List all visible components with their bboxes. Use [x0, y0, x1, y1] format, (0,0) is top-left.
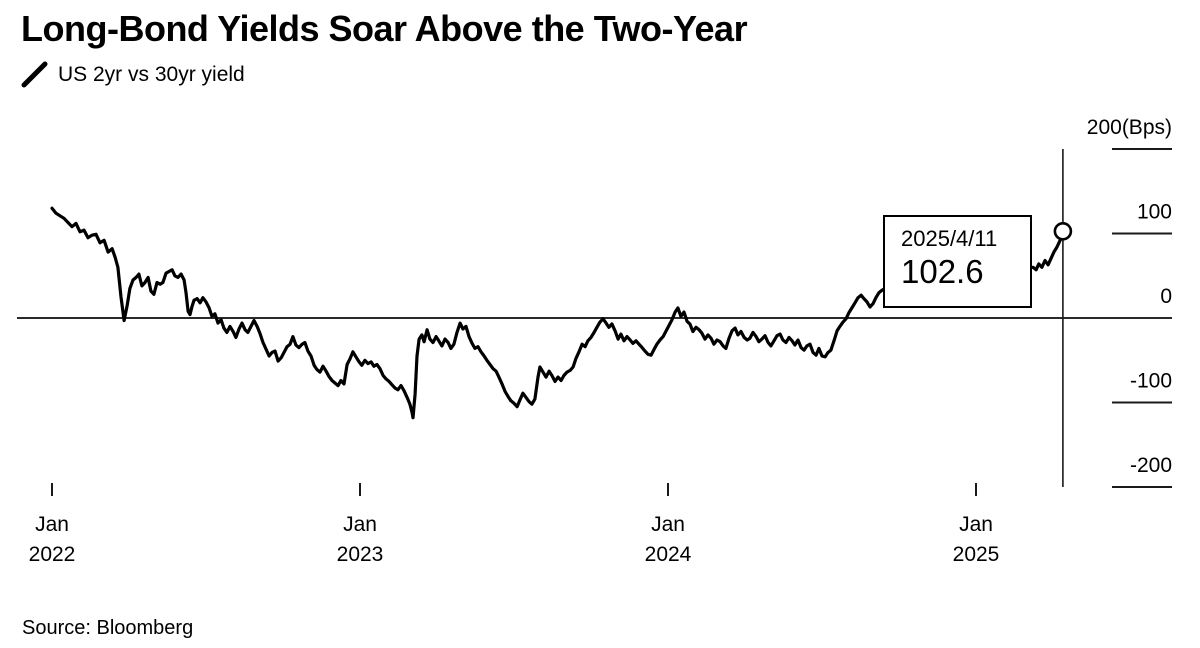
y-tick-label--100: -100 — [1130, 370, 1172, 393]
y-tick-label-100: 100 — [1137, 201, 1172, 224]
x-tick-year-2023: 2023 — [337, 543, 384, 566]
y-tick-label--200: -200 — [1130, 454, 1172, 477]
diagonal-line-swatch-icon — [21, 61, 48, 88]
y-tick-label-200: 200(Bps) — [1087, 116, 1172, 139]
x-tick-year-2025: 2025 — [953, 543, 1000, 566]
series-line — [50, 206, 1065, 420]
legend: US 2yr vs 30yr yield — [21, 60, 245, 90]
last-value-callout: 2025/4/11 102.6 — [883, 215, 1032, 308]
source-note: Source: Bloomberg — [22, 617, 194, 639]
legend-series-label: US 2yr vs 30yr yield — [58, 63, 245, 86]
last-point-marker — [1053, 222, 1073, 241]
x-tick-month-2024: Jan — [651, 513, 685, 536]
x-tick-year-2024: 2024 — [645, 543, 692, 566]
y-tick-label-0: 0 — [1160, 285, 1172, 308]
x-tick-month-2025: Jan — [959, 513, 993, 536]
callout-value: 102.6 — [901, 253, 984, 290]
callout-date: 2025/4/11 — [901, 226, 998, 251]
page-title: Long-Bond Yields Soar Above the Two-Year — [21, 8, 748, 49]
x-tick-month-2022: Jan — [35, 513, 69, 536]
x-tick-year-2022: 2022 — [29, 543, 76, 566]
x-tick-month-2023: Jan — [343, 513, 377, 536]
